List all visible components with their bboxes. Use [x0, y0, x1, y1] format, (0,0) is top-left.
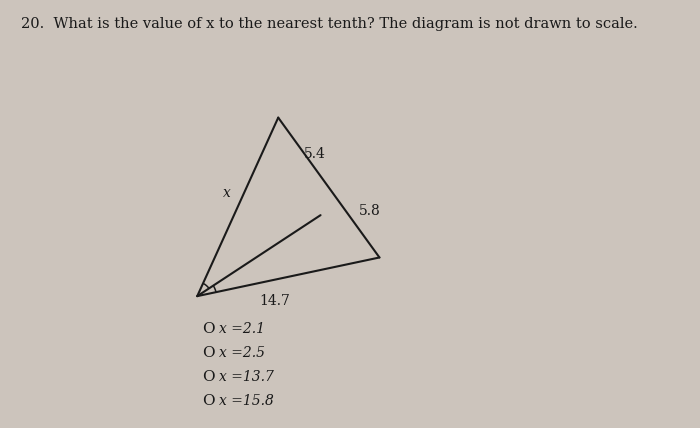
Text: x =13.7: x =13.7 — [218, 370, 274, 384]
Text: O: O — [202, 322, 215, 336]
Text: x =2.5: x =2.5 — [218, 346, 265, 360]
Text: x =2.1: x =2.1 — [218, 322, 265, 336]
Text: O: O — [202, 346, 215, 360]
Text: O: O — [202, 370, 215, 384]
Text: 5.8: 5.8 — [359, 205, 381, 218]
Text: x: x — [223, 186, 230, 200]
Text: 14.7: 14.7 — [259, 294, 290, 308]
Text: 20.  What is the value of x to the nearest tenth? The diagram is not drawn to sc: 20. What is the value of x to the neares… — [21, 17, 638, 31]
Text: x =15.8: x =15.8 — [218, 394, 274, 408]
Text: 5.4: 5.4 — [304, 147, 326, 161]
Text: O: O — [202, 394, 215, 408]
